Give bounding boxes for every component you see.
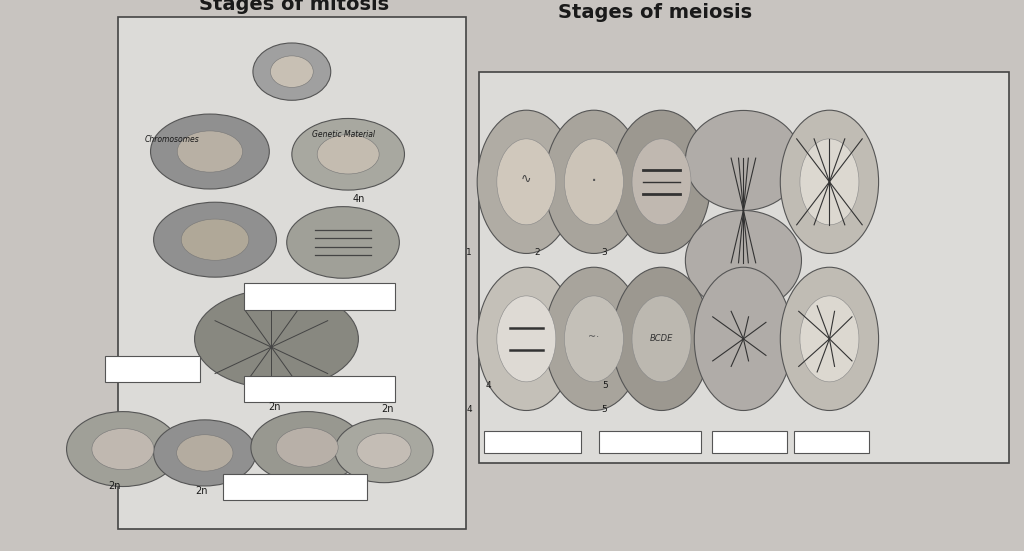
Ellipse shape (780, 267, 879, 410)
Text: 2n: 2n (268, 402, 281, 412)
Ellipse shape (632, 139, 691, 225)
Ellipse shape (632, 296, 691, 382)
Bar (712, 431, 787, 453)
Ellipse shape (477, 110, 575, 253)
Ellipse shape (195, 289, 358, 388)
Ellipse shape (67, 412, 179, 487)
Text: BCDE: BCDE (650, 334, 673, 343)
Ellipse shape (335, 419, 433, 483)
Text: 2n: 2n (196, 487, 208, 496)
Ellipse shape (177, 435, 233, 471)
Bar (484, 431, 581, 453)
Ellipse shape (612, 110, 711, 253)
Text: Stages of mitosis: Stages of mitosis (199, 0, 389, 14)
Ellipse shape (177, 131, 243, 172)
Text: 4: 4 (485, 381, 490, 390)
Ellipse shape (497, 139, 556, 225)
Text: 2n: 2n (109, 481, 121, 491)
Text: 2n: 2n (381, 404, 393, 414)
Ellipse shape (287, 207, 399, 278)
Text: 2: 2 (535, 248, 540, 257)
Ellipse shape (181, 219, 249, 260)
Ellipse shape (251, 412, 364, 483)
Text: 4: 4 (467, 405, 472, 414)
Text: 5: 5 (602, 381, 608, 390)
Text: Genetic Material: Genetic Material (311, 130, 375, 139)
Text: 4n: 4n (352, 195, 365, 204)
Bar (244, 283, 395, 310)
Ellipse shape (800, 296, 859, 382)
Bar (599, 431, 701, 453)
Ellipse shape (270, 56, 313, 88)
Ellipse shape (685, 110, 802, 210)
Text: Chromosomes: Chromosomes (144, 136, 200, 144)
Text: 3: 3 (601, 248, 607, 257)
Ellipse shape (253, 43, 331, 100)
Text: Stages of meiosis: Stages of meiosis (558, 3, 753, 22)
Text: 1: 1 (466, 248, 472, 257)
Ellipse shape (292, 118, 404, 190)
Ellipse shape (612, 267, 711, 410)
Ellipse shape (564, 139, 624, 225)
Bar (118, 17, 466, 529)
Ellipse shape (357, 433, 411, 468)
Ellipse shape (154, 202, 276, 277)
Ellipse shape (545, 110, 643, 253)
Ellipse shape (92, 429, 154, 469)
Ellipse shape (477, 267, 575, 410)
Ellipse shape (151, 114, 269, 189)
Ellipse shape (317, 134, 379, 174)
Ellipse shape (154, 420, 256, 486)
Ellipse shape (780, 110, 879, 253)
Bar (105, 356, 200, 382)
Ellipse shape (545, 267, 643, 410)
Ellipse shape (497, 296, 556, 382)
Bar (794, 431, 869, 453)
Text: ~·: ~· (589, 332, 599, 342)
Text: ∿: ∿ (521, 172, 531, 186)
Text: ·: · (591, 172, 597, 191)
Ellipse shape (276, 428, 338, 467)
Ellipse shape (694, 267, 793, 410)
Ellipse shape (800, 139, 859, 225)
Ellipse shape (564, 296, 624, 382)
Bar (479, 72, 1009, 463)
Ellipse shape (685, 210, 802, 311)
Bar (244, 376, 395, 402)
Text: 5: 5 (601, 405, 607, 414)
Bar (223, 474, 367, 500)
